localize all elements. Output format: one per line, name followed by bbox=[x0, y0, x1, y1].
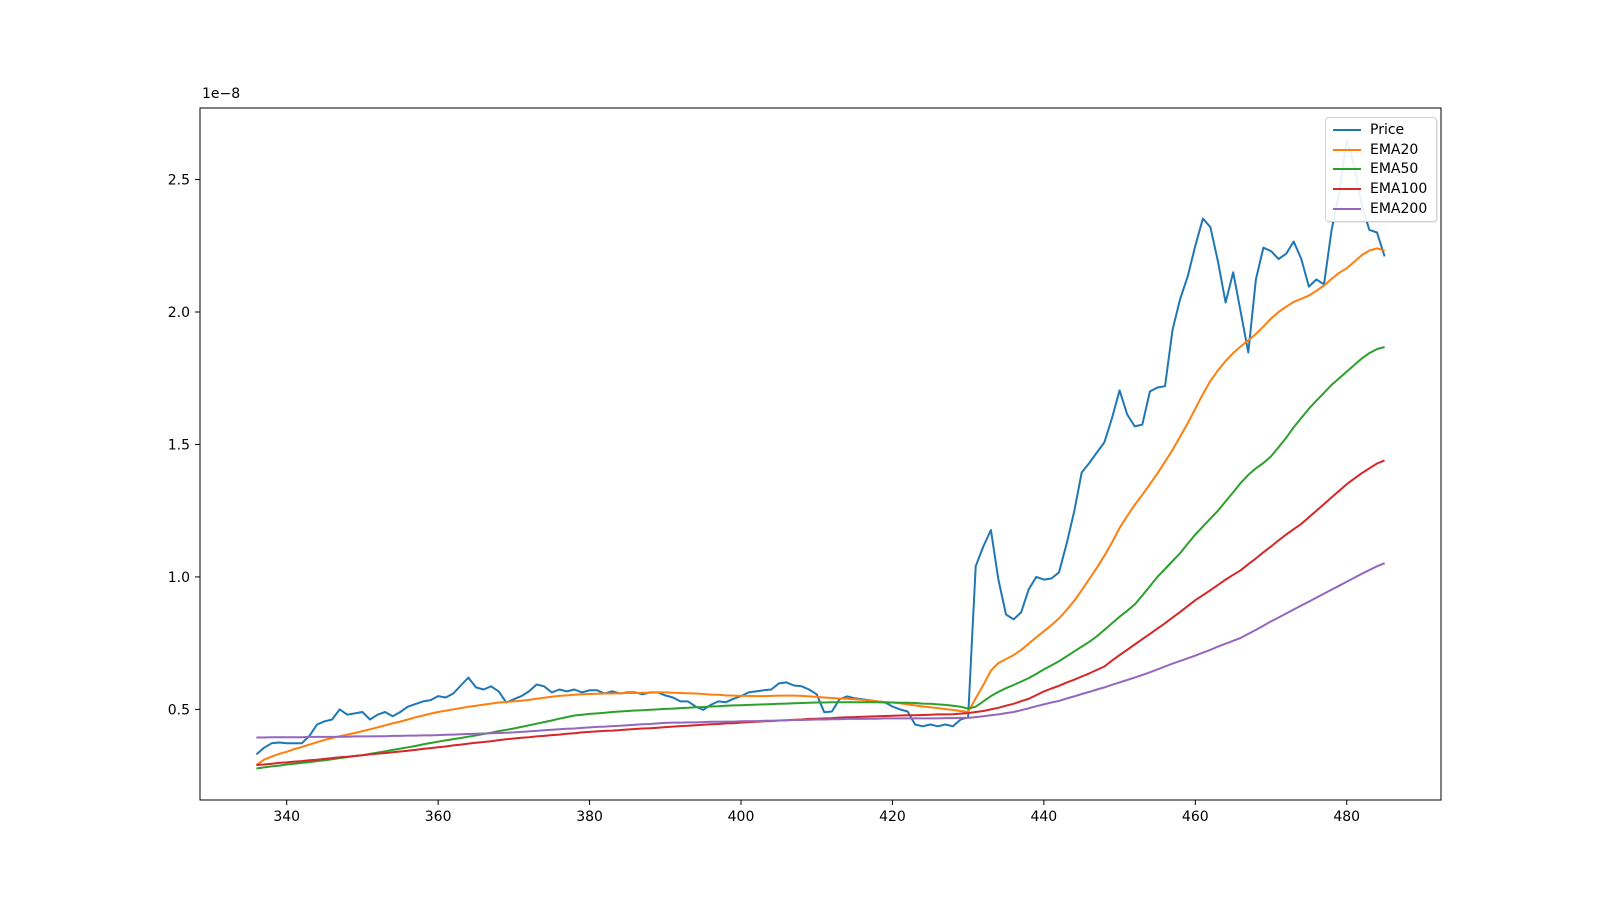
legend-line-swatch-ema200 bbox=[1333, 208, 1361, 211]
y-tick-label: 0.5 bbox=[168, 702, 190, 718]
x-tick-label: 360 bbox=[425, 809, 452, 825]
y-tick-label: 1.5 bbox=[168, 437, 190, 453]
legend-entry: EMA100 bbox=[1333, 179, 1436, 199]
x-tick-label: 400 bbox=[728, 809, 755, 825]
legend-label: EMA200 bbox=[1370, 201, 1428, 218]
x-tick-label: 380 bbox=[576, 809, 603, 825]
legend-line-swatch-ema100 bbox=[1333, 188, 1361, 191]
legend-line-swatch-ema20 bbox=[1333, 148, 1361, 151]
y-axis-scale-offset-label: 1e−8 bbox=[202, 86, 241, 102]
series-line-price bbox=[255, 138, 1386, 756]
series-lines bbox=[255, 138, 1386, 770]
series-line-ema50 bbox=[256, 346, 1385, 770]
plot-border bbox=[199, 107, 1442, 801]
legend-entry: EMA200 bbox=[1333, 199, 1436, 219]
x-tick-label: 480 bbox=[1333, 809, 1360, 825]
x-axis-ticks: 340 360 380 400 420 440 460 480 bbox=[273, 800, 1360, 825]
legend-label: EMA100 bbox=[1370, 181, 1428, 198]
legend-entry: Price bbox=[1333, 120, 1436, 140]
x-tick-label: 460 bbox=[1182, 809, 1209, 825]
legend: Price EMA20 EMA50 EMA100 EMA200 bbox=[1325, 117, 1437, 222]
legend-line-swatch-ema50 bbox=[1333, 168, 1361, 171]
y-tick-label: 2.0 bbox=[168, 305, 190, 321]
x-tick-label: 340 bbox=[273, 809, 300, 825]
legend-label: EMA20 bbox=[1370, 141, 1419, 158]
legend-label: EMA50 bbox=[1370, 161, 1419, 178]
legend-line-swatch-price bbox=[1333, 128, 1361, 131]
x-tick-label: 440 bbox=[1030, 809, 1057, 825]
x-tick-label: 420 bbox=[879, 809, 906, 825]
y-axis-ticks: 0.5 1.0 1.5 2.0 2.5 bbox=[168, 173, 200, 718]
legend-entry: EMA20 bbox=[1333, 140, 1436, 160]
legend-label: Price bbox=[1370, 121, 1405, 138]
series-line-ema200 bbox=[256, 562, 1385, 739]
y-tick-label: 1.0 bbox=[168, 570, 190, 586]
y-tick-label: 2.5 bbox=[168, 173, 190, 189]
series-line-ema20 bbox=[255, 247, 1385, 766]
legend-entry: EMA50 bbox=[1333, 160, 1436, 180]
